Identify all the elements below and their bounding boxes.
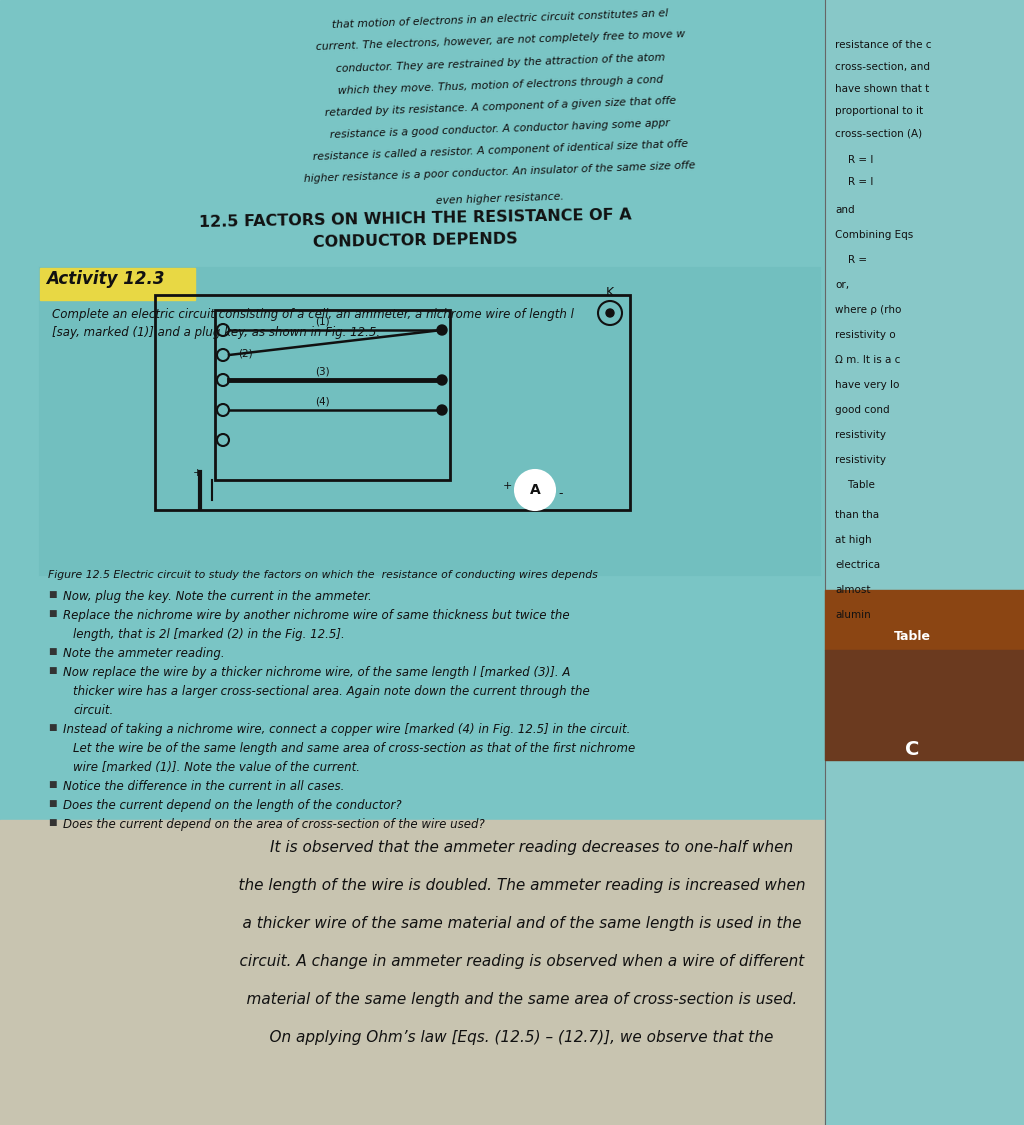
Circle shape	[606, 309, 614, 317]
Text: Activity 12.3: Activity 12.3	[46, 270, 165, 288]
Bar	[155, 295, 630, 510]
Text: and: and	[835, 205, 855, 215]
Text: wire [marked (1)]. Note the value of the current.: wire [marked (1)]. Note the value of the…	[73, 760, 360, 774]
Text: (4): (4)	[315, 397, 330, 407]
Text: thicker wire has a larger cross-sectional area. Again note down the current thro: thicker wire has a larger cross-sectiona…	[73, 685, 590, 698]
Text: Does the current depend on the area of cross-section of the wire used?: Does the current depend on the area of c…	[63, 818, 484, 831]
Circle shape	[437, 375, 447, 385]
Circle shape	[515, 470, 555, 510]
Text: ■: ■	[48, 590, 56, 598]
Text: Now, plug the key. Note the current in the ammeter.: Now, plug the key. Note the current in t…	[63, 590, 372, 603]
Text: than tha: than tha	[835, 510, 880, 520]
Text: that motion of electrons in an electric circuit constitutes an el: that motion of electrons in an electric …	[332, 8, 669, 30]
Text: almost: almost	[835, 585, 870, 595]
Text: Instead of taking a nichrome wire, connect a copper wire [marked (4) in Fig. 12.: Instead of taking a nichrome wire, conne…	[63, 723, 631, 736]
Text: current. The electrons, however, are not completely free to move w: current. The electrons, however, are not…	[315, 29, 685, 52]
Text: cross-section, and: cross-section, and	[835, 62, 930, 72]
Text: ■: ■	[48, 666, 56, 675]
Text: Combining Eqs: Combining Eqs	[835, 229, 913, 240]
Text: ■: ■	[48, 818, 56, 827]
Text: Replace the nichrome wire by another nichrome wire of same thickness but twice t: Replace the nichrome wire by another nic…	[63, 609, 569, 622]
Text: a thicker wire of the same material and of the same length is used in the: a thicker wire of the same material and …	[223, 916, 801, 931]
Text: alumin: alumin	[835, 610, 870, 620]
Text: R = l: R = l	[835, 155, 873, 165]
Text: [say, marked (1)] and a plug key, as shown in Fig. 12.5.: [say, marked (1)] and a plug key, as sho…	[52, 326, 380, 339]
Bar	[825, 650, 1024, 761]
Text: where ρ (rho: where ρ (rho	[835, 305, 901, 315]
Text: -: -	[558, 487, 562, 501]
Text: retarded by its resistance. A component of a given size that offe: retarded by its resistance. A component …	[325, 96, 676, 118]
Text: resistance of the c: resistance of the c	[835, 40, 932, 50]
Bar	[825, 590, 1024, 650]
Text: have shown that t: have shown that t	[835, 84, 929, 95]
Text: R = l: R = l	[835, 177, 873, 187]
Text: conductor. They are restrained by the attraction of the atom: conductor. They are restrained by the at…	[335, 53, 665, 74]
Text: (1): (1)	[315, 317, 330, 327]
Text: resistivity: resistivity	[835, 455, 886, 465]
Text: electrica: electrica	[835, 560, 880, 570]
Text: Does the current depend on the length of the conductor?: Does the current depend on the length of…	[63, 799, 401, 812]
Text: Now replace the wire by a thicker nichrome wire, of the same length l [marked (3: Now replace the wire by a thicker nichro…	[63, 666, 570, 680]
Text: K: K	[606, 286, 614, 299]
Text: A: A	[529, 483, 541, 497]
Text: circuit. A change in ammeter reading is observed when a wire of different: circuit. A change in ammeter reading is …	[220, 954, 804, 969]
Text: ■: ■	[48, 780, 56, 789]
Text: (2): (2)	[238, 349, 253, 359]
Bar	[215, 310, 450, 480]
Text: at high: at high	[835, 536, 871, 544]
Text: On applying Ohm’s law [Eqs. (12.5) – (12.7)], we observe that the: On applying Ohm’s law [Eqs. (12.5) – (12…	[250, 1030, 774, 1045]
Text: ■: ■	[48, 723, 56, 732]
Text: CONDUCTOR DEPENDS: CONDUCTOR DEPENDS	[312, 232, 517, 250]
Text: ■: ■	[48, 647, 56, 656]
Text: resistance is called a resistor. A component of identical size that offe: resistance is called a resistor. A compo…	[312, 138, 688, 162]
Text: Table: Table	[835, 480, 874, 490]
Text: R =: R =	[835, 255, 867, 266]
Text: even higher resistance.: even higher resistance.	[436, 191, 564, 206]
Text: 12.5 FACTORS ON WHICH THE RESISTANCE OF A: 12.5 FACTORS ON WHICH THE RESISTANCE OF …	[199, 207, 632, 230]
Text: good cond: good cond	[835, 405, 890, 415]
Bar	[825, 0, 1024, 1125]
Text: resistance is a good conductor. A conductor having some appr: resistance is a good conductor. A conduc…	[330, 118, 670, 140]
Text: C: C	[905, 740, 920, 759]
Bar	[0, 820, 1024, 1125]
Text: or,: or,	[835, 280, 849, 290]
Text: which they move. Thus, motion of electrons through a cond: which they move. Thus, motion of electro…	[337, 74, 663, 96]
Text: proportional to it: proportional to it	[835, 106, 923, 116]
Text: Table: Table	[894, 630, 931, 644]
Text: ■: ■	[48, 799, 56, 808]
Bar	[40, 268, 820, 575]
Circle shape	[437, 405, 447, 415]
Text: Notice the difference in the current in all cases.: Notice the difference in the current in …	[63, 780, 344, 793]
Text: length, that is 2l [marked (2) in the Fig. 12.5].: length, that is 2l [marked (2) in the Fi…	[73, 628, 345, 641]
Text: ■: ■	[48, 609, 56, 618]
Text: circuit.: circuit.	[73, 704, 114, 717]
Text: Figure 12.5 Electric circuit to study the factors on which the  resistance of co: Figure 12.5 Electric circuit to study th…	[48, 570, 598, 580]
Text: resistivity o: resistivity o	[835, 330, 896, 340]
Text: Let the wire be of the same length and same area of cross-section as that of the: Let the wire be of the same length and s…	[73, 742, 635, 755]
Text: resistivity: resistivity	[835, 430, 886, 440]
Text: (3): (3)	[315, 367, 330, 377]
Text: +: +	[193, 468, 202, 478]
Text: have very lo: have very lo	[835, 380, 899, 390]
Bar	[40, 268, 195, 300]
Text: cross-section (A): cross-section (A)	[835, 128, 923, 138]
Text: Ω m. It is a c: Ω m. It is a c	[835, 356, 900, 364]
Text: It is observed that the ammeter reading decreases to one-half when: It is observed that the ammeter reading …	[231, 840, 793, 855]
Text: Note the ammeter reading.: Note the ammeter reading.	[63, 647, 224, 660]
Text: material of the same length and the same area of cross-section is used.: material of the same length and the same…	[227, 992, 797, 1007]
Text: +: +	[503, 482, 512, 490]
Circle shape	[437, 325, 447, 335]
Text: Complete an electric circuit consisting of a cell, an ammeter, a nichrome wire o: Complete an electric circuit consisting …	[52, 308, 573, 321]
Text: the length of the wire is doubled. The ammeter reading is increased when: the length of the wire is doubled. The a…	[219, 878, 805, 893]
Text: higher resistance is a poor conductor. An insulator of the same size offe: higher resistance is a poor conductor. A…	[304, 161, 696, 185]
